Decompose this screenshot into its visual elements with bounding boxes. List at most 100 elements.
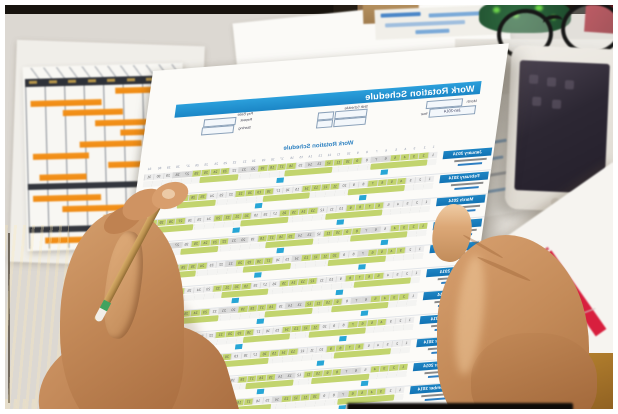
cyan-marker [276,177,285,184]
month-subtext-link-line [454,185,479,190]
day-cell: 12 [313,230,324,238]
day-cell: 4 [385,247,397,255]
day-cell: 21 [228,236,239,244]
day-cell: 6 [353,343,364,351]
day-cell: 17 [256,304,267,312]
day-cell: 18 [240,352,251,359]
day-cell: 21 [231,213,242,221]
day-cell: 21 [238,166,249,174]
day-cell: 10 [335,205,346,213]
day-cell: 3 [388,294,399,301]
day-cell: 13 [287,348,298,356]
day-cell: 12 [316,206,327,214]
photo-border [613,0,618,414]
day-cell: 7 [357,250,368,257]
day-cell: 16 [275,233,286,240]
day-cell: 5 [389,154,400,162]
day-cell: 23 [215,191,227,199]
day-cell: 13 [300,254,311,262]
day-cell: 20 [234,259,245,267]
day-cell: 24 [206,192,217,199]
ruler-day: 11 [337,151,342,157]
day-cell: 4 [375,318,387,326]
day-cell: 5 [366,319,377,326]
repeat-label: Repeat [240,116,253,123]
day-cell: 3 [375,388,386,395]
day-cell: 3 [395,247,406,254]
day-cell: 5 [359,366,371,373]
day-cell: 20 [240,212,252,220]
r [385,19,466,28]
day-cell: 3 [385,317,396,325]
day-cell: 2 [391,340,402,348]
day-cell: 10 [309,393,320,401]
day-cell: 4 [392,200,403,208]
day-cell: 7 [367,179,378,187]
photo-border [0,0,618,5]
cyan-marker [357,264,366,270]
ruler-day: 10 [346,151,351,156]
day-cell: 11 [312,300,324,307]
day-cell: 10 [338,181,350,189]
day-cell: 27 [171,241,182,249]
gantt-header-tick [28,80,38,84]
day-cell: 2 [394,316,406,324]
app [531,96,542,107]
day-cell: 27 [181,170,192,178]
day-cell: 12 [290,394,301,402]
ruler-day: 14 [308,154,313,159]
day-cell: 5 [369,295,380,303]
day-cell: 21 [214,330,226,338]
day-cell: 15 [265,373,276,381]
day-cell: 12 [303,300,314,308]
day-cell: 11 [329,182,340,190]
day-cell: 22 [228,167,239,174]
day-cell: 15 [275,303,286,310]
day-cell: 13 [290,325,301,332]
day-cell: 7 [337,391,348,398]
cyan-marker [256,388,265,394]
pay-field-group: Pay Base Repeat Starting [201,111,253,136]
day-cell: 2 [384,387,396,395]
cyan-marker [256,318,265,325]
day-cell: 6 [350,366,361,374]
day-cell: 11 [309,323,320,331]
day-cell: 19 [243,258,255,266]
day-cell: 7 [370,156,381,163]
cyan-marker [380,239,388,245]
gantt-bar [39,173,87,181]
day-cell: 16 [258,350,270,358]
day-cell: 4 [365,388,377,396]
day-cell: 16 [268,280,280,287]
day-cell: 1 [410,269,422,276]
day-cell: 4 [372,341,383,349]
day-cell: 1 [400,339,412,347]
day-cell: 15 [291,185,302,193]
starting-box [201,124,235,136]
ruler-day: 12 [327,152,332,157]
day-cell: 9 [338,251,349,259]
day-cell: 4 [395,177,406,185]
day-cell: 13 [303,231,315,238]
gdot [551,15,556,20]
day-cell: 5 [382,201,394,209]
day-cell: 6 [366,249,378,257]
day-cell: 2 [414,175,425,183]
day-cell: 5 [386,178,397,185]
day-cell: 17 [246,374,257,382]
day-cell: 26 [190,170,202,177]
day-cell: 17 [252,327,264,335]
day-cell: 2 [401,269,412,277]
day-cell: 24 [196,262,207,270]
day-cell: 11 [332,159,344,166]
day-cell: 8 [354,203,365,211]
right-hand-heel [471,333,597,409]
cyan-marker [276,247,284,253]
day-cell: 3 [378,364,390,372]
day-cell: 14 [274,372,285,380]
day-cell: 22 [208,308,220,315]
day-cell: 15 [281,256,292,263]
app [528,74,539,84]
day-cell: 25 [190,239,201,247]
day-cell: 23 [219,167,230,175]
